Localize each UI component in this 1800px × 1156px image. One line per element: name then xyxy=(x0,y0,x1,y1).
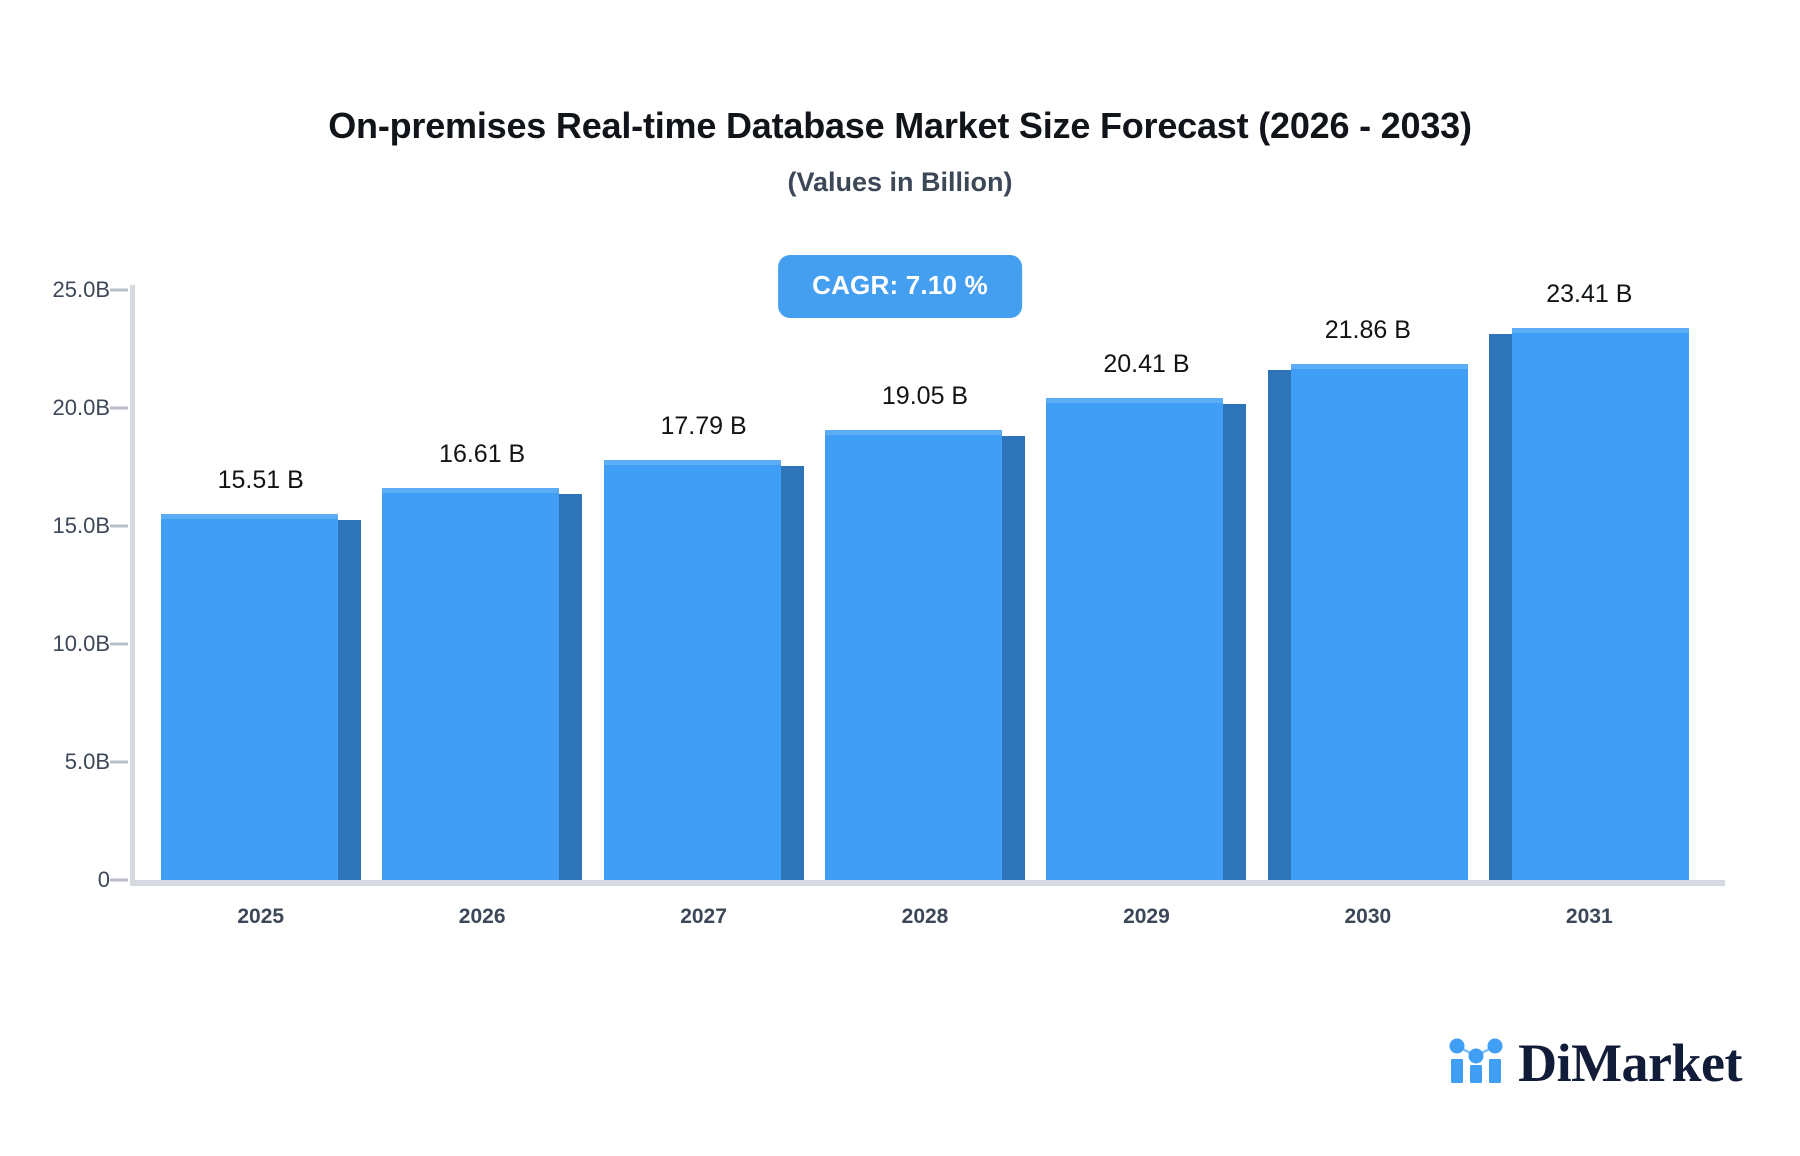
y-axis-tick-mark xyxy=(110,642,128,646)
bar-front-face xyxy=(603,460,781,880)
x-axis-label-2031: 2031 xyxy=(1565,905,1613,928)
bar-chart-dots-icon xyxy=(1448,1035,1504,1090)
bar-2026[interactable] xyxy=(382,488,583,880)
bar-top-bevel xyxy=(825,430,1002,436)
bar-side-face xyxy=(1489,333,1513,880)
x-axis-label-2030: 2030 xyxy=(1344,905,1392,928)
bar-side-face xyxy=(337,519,361,880)
bar-value-label: 16.61 B xyxy=(439,440,526,468)
bar-top-bevel xyxy=(603,460,781,466)
y-axis-tick-label: 25.0B xyxy=(52,277,111,302)
y-axis-tick-mark xyxy=(110,524,128,528)
bar-value-label: 15.51 B xyxy=(217,465,304,494)
page-title: On-premises Real-time Database Market Si… xyxy=(328,105,1472,146)
bar-front-face xyxy=(382,488,560,880)
bar-front-face xyxy=(1290,364,1468,880)
x-axis-line xyxy=(130,880,1725,886)
bar-side-face xyxy=(1267,370,1291,880)
cagr-badge: CAGR: 7.10 % xyxy=(778,255,1022,318)
x-axis-label-2025: 2025 xyxy=(237,905,285,928)
bar-top-bevel xyxy=(160,513,338,519)
bar-top-bevel xyxy=(1512,327,1690,333)
y-axis-tick-label: 10.0B xyxy=(52,631,111,656)
bar-top-bevel xyxy=(382,488,560,493)
x-axis-label-2026: 2026 xyxy=(458,905,506,928)
bar-front-face xyxy=(160,513,338,880)
chart-subtitle: (Values in Billion) xyxy=(787,166,1013,197)
bar-top-bevel xyxy=(1046,398,1224,404)
bar-value-label: 20.41 B xyxy=(1103,350,1190,379)
bar-2027[interactable] xyxy=(603,460,804,880)
y-axis-spine xyxy=(130,285,135,880)
bar-value-label: 23.41 B xyxy=(1546,279,1633,308)
x-axis-label-2029: 2029 xyxy=(1123,905,1170,928)
bar-2029[interactable] xyxy=(1046,398,1247,880)
chart-header: On-premises Real-time Database Market Si… xyxy=(0,0,1800,197)
y-axis-tick-mark xyxy=(110,406,128,410)
brand-wordmark: DiMarket xyxy=(1518,1032,1742,1093)
y-axis-tick-mark xyxy=(110,288,128,292)
y-axis-tick-label: 20.0B xyxy=(52,395,111,420)
y-axis-tick-mark xyxy=(110,760,128,764)
bar-value-label: 17.79 B xyxy=(660,412,747,441)
y-axis-tick-mark xyxy=(110,878,128,882)
bar-2031[interactable] xyxy=(1489,327,1690,880)
bar-2028[interactable] xyxy=(825,430,1025,880)
y-axis-tick-label: 15.0B xyxy=(52,513,111,538)
bar-side-face xyxy=(559,494,583,880)
bar-front-face xyxy=(1046,398,1224,880)
bar-side-face xyxy=(780,466,804,880)
bar-front-face xyxy=(825,430,1002,880)
brand-logo: DiMarket xyxy=(1448,1035,1742,1090)
bar-value-label: 21.86 B xyxy=(1324,316,1411,345)
bar-side-face xyxy=(1223,404,1247,880)
bar-value-label: 19.05 B xyxy=(881,382,969,411)
y-axis-tick-label: 0 xyxy=(97,867,110,892)
bar-front-face xyxy=(1512,327,1690,880)
x-axis-label-2027: 2027 xyxy=(680,905,727,928)
bar-2030[interactable] xyxy=(1267,364,1468,880)
bar-side-face xyxy=(1002,436,1025,880)
x-axis-label-2028: 2028 xyxy=(901,905,949,928)
y-axis-tick-label: 5.0B xyxy=(64,749,110,774)
bar-2025[interactable] xyxy=(160,513,361,880)
bar-top-bevel xyxy=(1290,364,1468,370)
